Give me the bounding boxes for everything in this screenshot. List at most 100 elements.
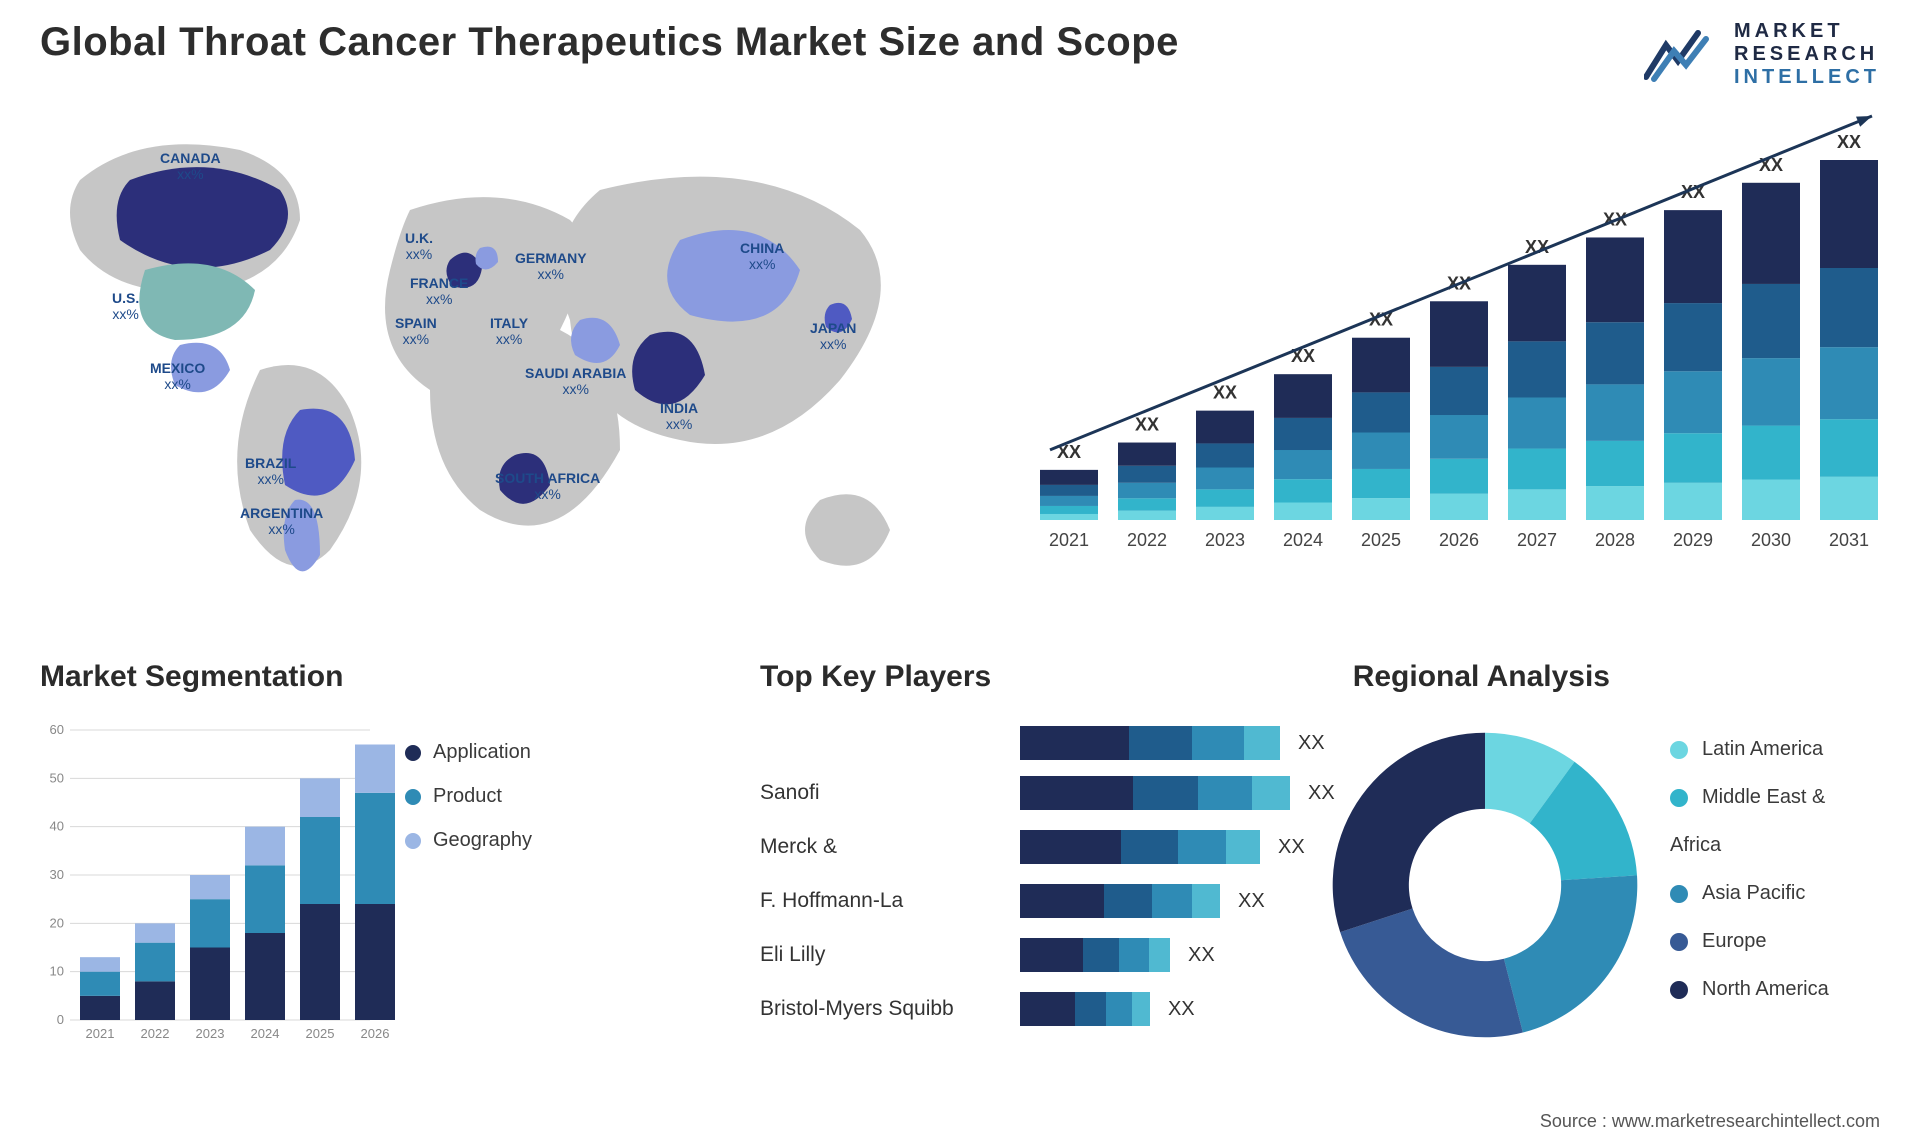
player-bar: XX [1020, 776, 1350, 810]
map-label-spain: SPAINxx% [395, 315, 437, 347]
region-legend-item: North America [1670, 965, 1880, 1013]
player-bar-seg [1252, 776, 1290, 810]
player-row: Merck &XX [760, 820, 1350, 874]
region-legend-item: Asia Pacific [1670, 869, 1880, 917]
svg-text:2027: 2027 [1517, 530, 1557, 550]
player-bar-seg [1119, 938, 1149, 972]
player-bar-seg [1121, 830, 1179, 864]
player-bar-seg [1152, 884, 1192, 918]
svg-text:30: 30 [50, 867, 64, 882]
segmentation-panel: ApplicationProductGeography 010203040506… [40, 660, 560, 1080]
brand-l2: RESEARCH [1734, 43, 1880, 66]
svg-text:2025: 2025 [1361, 530, 1401, 550]
forecast-bar-chart: XX2021XX2022XX2023XX2024XX2025XX2026XX20… [1010, 120, 1880, 560]
player-value: XX [1238, 890, 1265, 913]
player-row: XX [760, 720, 1350, 766]
map-label-u-k-: U.K.xx% [405, 230, 433, 262]
player-value: XX [1278, 836, 1305, 859]
svg-text:2022: 2022 [141, 1026, 170, 1041]
player-row: Bristol-Myers Squibb XX [760, 982, 1350, 1036]
player-bar-seg [1178, 830, 1226, 864]
player-bar-seg [1083, 938, 1119, 972]
brand-text: MARKET RESEARCH INTELLECT [1734, 20, 1880, 89]
svg-text:0: 0 [57, 1012, 64, 1027]
map-label-u-s-: U.S.xx% [112, 290, 139, 322]
svg-text:2022: 2022 [1127, 530, 1167, 550]
svg-text:2024: 2024 [251, 1026, 280, 1041]
player-bar-seg [1020, 938, 1083, 972]
map-label-mexico: MEXICOxx% [150, 360, 205, 392]
map-label-china: CHINAxx% [740, 240, 784, 272]
svg-text:2031: 2031 [1829, 530, 1869, 550]
player-bar: XX [1020, 992, 1350, 1026]
seg-legend-item: Product [405, 774, 532, 818]
page-header: Global Throat Cancer Therapeutics Market… [40, 20, 1880, 89]
source-text: Source : www.marketresearchintellect.com [1540, 1111, 1880, 1132]
svg-text:10: 10 [50, 964, 64, 979]
svg-text:XX: XX [1135, 415, 1159, 435]
regional-donut [1320, 720, 1650, 1050]
svg-text:2026: 2026 [1439, 530, 1479, 550]
player-bar-seg [1192, 726, 1244, 760]
brand-mark-icon [1644, 27, 1720, 83]
map-label-india: INDIAxx% [660, 400, 698, 432]
svg-text:2021: 2021 [1049, 530, 1089, 550]
brand-l1: MARKET [1734, 20, 1880, 43]
player-bar: XX [1020, 884, 1350, 918]
map-label-canada: CANADAxx% [160, 150, 221, 182]
svg-text:2021: 2021 [86, 1026, 115, 1041]
player-bar-seg [1133, 776, 1198, 810]
svg-text:2025: 2025 [306, 1026, 335, 1041]
map-label-argentina: ARGENTINAxx% [240, 505, 323, 537]
player-name: Bristol-Myers Squibb [760, 997, 1020, 1021]
svg-text:XX: XX [1525, 237, 1549, 257]
player-name: F. Hoffmann-La [760, 889, 1020, 913]
svg-text:2028: 2028 [1595, 530, 1635, 550]
player-name: Eli Lilly [760, 943, 1020, 967]
map-label-france: FRANCExx% [410, 275, 468, 307]
svg-text:2023: 2023 [1205, 530, 1245, 550]
svg-text:2029: 2029 [1673, 530, 1713, 550]
brand-l3: INTELLECT [1734, 66, 1880, 89]
svg-text:2023: 2023 [196, 1026, 225, 1041]
player-bar-seg [1226, 830, 1260, 864]
player-bar-seg [1104, 884, 1152, 918]
world-map: CANADAxx%U.S.xx%MEXICOxx%BRAZILxx%ARGENT… [40, 120, 940, 600]
svg-text:60: 60 [50, 722, 64, 737]
regional-legend: Latin AmericaMiddle East & AfricaAsia Pa… [1670, 725, 1880, 1013]
svg-text:2026: 2026 [361, 1026, 390, 1041]
region-legend-item: Europe [1670, 917, 1880, 965]
player-bar-seg [1106, 992, 1132, 1026]
map-label-italy: ITALYxx% [490, 315, 528, 347]
player-bar-seg [1244, 726, 1280, 760]
player-name: Sanofi [760, 781, 1020, 805]
player-row: F. Hoffmann-La XX [760, 874, 1350, 928]
svg-text:2030: 2030 [1751, 530, 1791, 550]
map-label-saudi-arabia: SAUDI ARABIAxx% [525, 365, 626, 397]
player-bar-seg [1132, 992, 1150, 1026]
player-bar-seg [1020, 726, 1129, 760]
player-bar-seg [1020, 830, 1121, 864]
map-label-germany: GERMANYxx% [515, 250, 587, 282]
player-bar-seg [1020, 992, 1075, 1026]
player-bar-seg [1075, 992, 1106, 1026]
player-bar-seg [1129, 726, 1191, 760]
seg-legend-item: Application [405, 730, 532, 774]
svg-text:XX: XX [1837, 132, 1861, 152]
players-chart: XXSanofiXXMerck &XXF. Hoffmann-LaXXEli L… [760, 720, 1350, 1050]
player-bar: XX [1020, 938, 1350, 972]
brand-logo: MARKET RESEARCH INTELLECT [1644, 20, 1880, 89]
map-label-japan: JAPANxx% [810, 320, 856, 352]
page-title: Global Throat Cancer Therapeutics Market… [40, 20, 1179, 65]
player-bar: XX [1020, 726, 1350, 760]
region-legend-item: Latin America [1670, 725, 1880, 773]
svg-text:XX: XX [1213, 383, 1237, 403]
svg-text:20: 20 [50, 915, 64, 930]
player-bar-seg [1198, 776, 1252, 810]
player-bar-seg [1149, 938, 1170, 972]
player-value: XX [1168, 998, 1195, 1021]
player-bar-seg [1020, 884, 1104, 918]
segmentation-chart: 0102030405060202120222023202420252026 [40, 720, 390, 1050]
segmentation-legend: ApplicationProductGeography [405, 730, 532, 862]
player-row: Eli LillyXX [760, 928, 1350, 982]
